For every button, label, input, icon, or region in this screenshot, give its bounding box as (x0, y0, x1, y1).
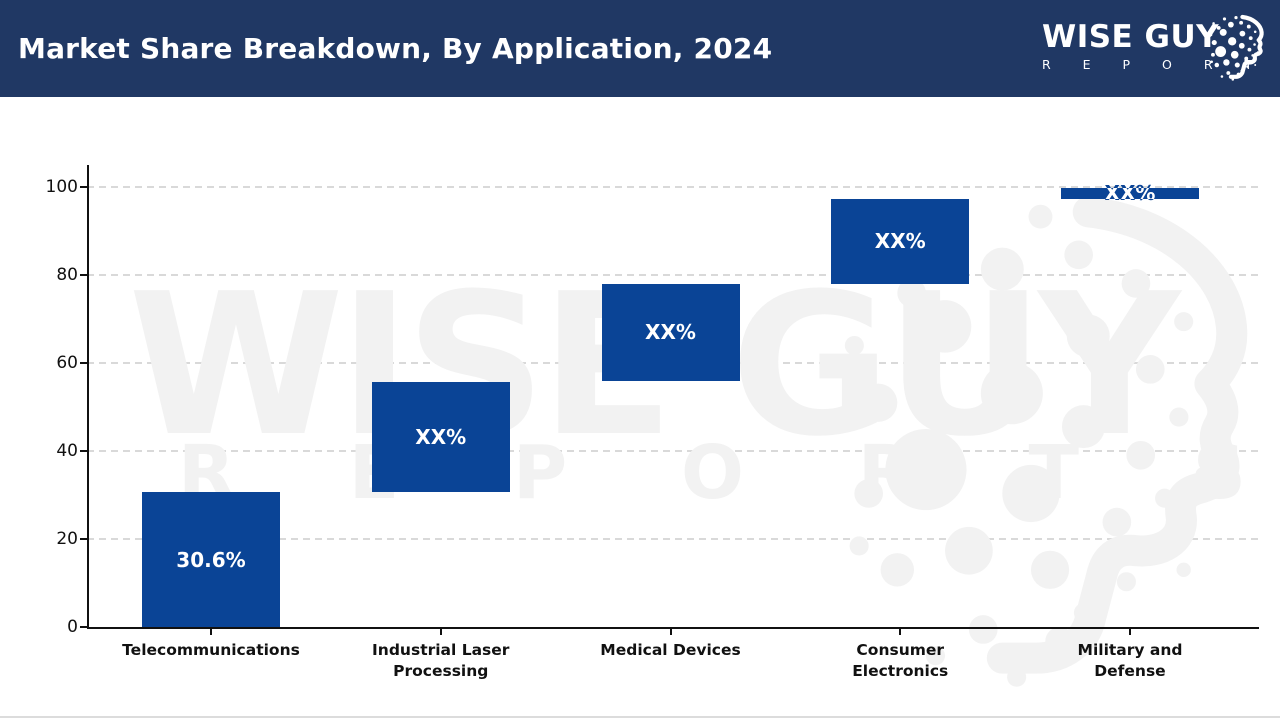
x-tick-mark (669, 629, 672, 635)
bar-military-and-defense: XX% (1061, 187, 1199, 199)
x-axis-category-label: Consumer Electronics (785, 640, 1015, 682)
bar-value-label: XX% (1061, 188, 1199, 199)
bar-consumer-electronics: XX% (831, 198, 970, 284)
y-tick-label: 80 (56, 265, 78, 285)
x-tick-mark (439, 629, 442, 635)
header-bar: Market Share Breakdown, By Application, … (0, 0, 1280, 97)
bar-value-label: XX% (415, 424, 467, 449)
footer-hairline (0, 716, 1280, 718)
y-tick-label: 40 (56, 441, 78, 461)
y-tick-mark (80, 362, 87, 364)
gridline (87, 538, 1259, 540)
gridline (87, 450, 1259, 452)
logo: WISE GUY R E P O R T S (1042, 20, 1280, 72)
category-label-line: Consumer (856, 641, 945, 659)
bar-value-label: 30.6% (176, 547, 246, 572)
logo-reports-label: R E P O R T S (1042, 57, 1280, 73)
y-tick-label: 60 (56, 353, 78, 373)
bar-medical-devices: XX% (601, 283, 740, 382)
y-tick-mark (80, 538, 87, 540)
category-label-line: Telecommunications (122, 641, 300, 659)
gridline (87, 274, 1259, 276)
bar-value-label: XX% (874, 229, 926, 254)
y-axis-line (87, 165, 89, 629)
logo-wordmark: WISE GUY (1042, 19, 1220, 55)
category-label-line: Industrial Laser (372, 641, 510, 659)
category-label-line: Electronics (852, 661, 949, 680)
category-label-line: Defense (1094, 661, 1166, 680)
chart-title: Market Share Breakdown, By Application, … (18, 32, 773, 65)
y-tick-mark (80, 186, 87, 188)
category-label-line: Processing (393, 661, 489, 680)
x-axis-line (87, 627, 1259, 629)
x-axis-category-label: Medical Devices (556, 640, 786, 661)
bar-industrial-laser-processing: XX% (371, 381, 510, 492)
y-tick-label: 20 (56, 529, 78, 549)
y-tick-mark (80, 450, 87, 452)
x-tick-mark (210, 629, 212, 635)
bar-value-label: XX% (645, 320, 696, 345)
y-tick-label: 0 (67, 617, 78, 637)
x-axis-category-label: Telecommunications (96, 640, 326, 661)
x-axis-category-label: Military and Defense (1015, 640, 1245, 682)
category-label-line: Military and (1077, 641, 1183, 659)
watermark-reports: R E P O R T S (178, 430, 1280, 516)
bar-telecommunications: 30.6% (142, 492, 280, 627)
x-tick-mark (1129, 629, 1131, 635)
y-tick-mark (80, 274, 87, 276)
category-label-line: Medical Devices (600, 641, 741, 659)
x-axis-category-label: Industrial Laser Processing (326, 640, 556, 682)
x-tick-mark (899, 629, 902, 635)
y-tick-mark (80, 626, 87, 628)
logo-face-icon (1204, 6, 1268, 92)
gridline (87, 186, 1259, 188)
y-tick-label: 100 (45, 177, 78, 197)
